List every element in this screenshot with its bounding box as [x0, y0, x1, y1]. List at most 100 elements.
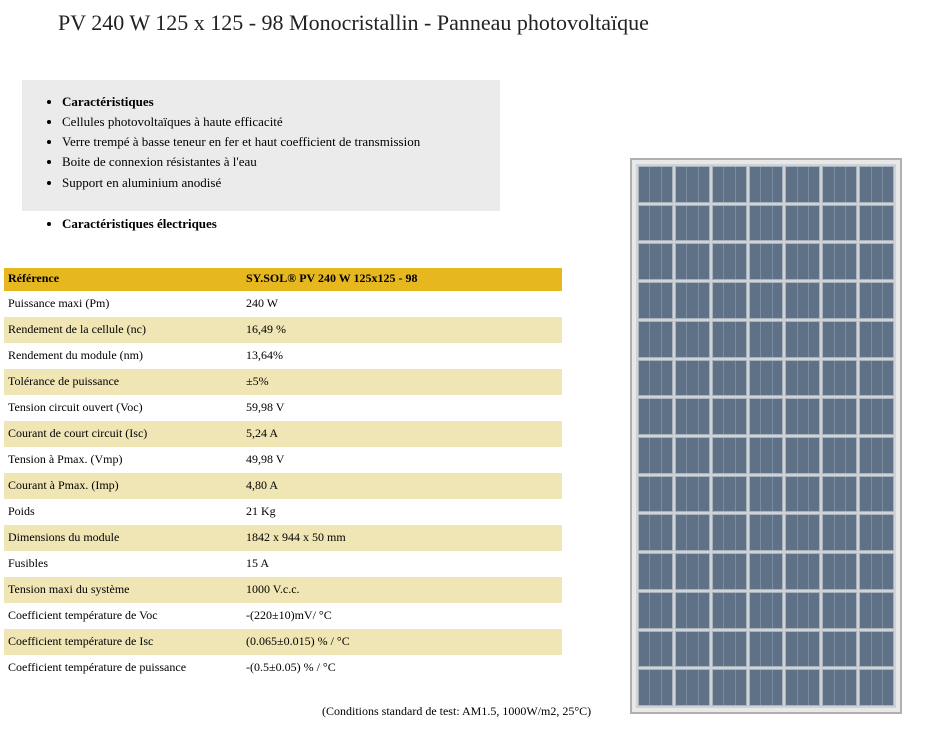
elec-header: Caractéristiques électriques	[62, 216, 500, 232]
spec-value: ±5%	[242, 369, 562, 395]
solar-cell	[859, 360, 894, 397]
solar-cell	[785, 669, 820, 706]
solar-cell	[785, 631, 820, 668]
solar-cell	[675, 243, 710, 280]
solar-cell	[859, 514, 894, 551]
page-title: PV 240 W 125 x 125 - 98 Monocristallin -…	[58, 10, 649, 36]
feature-item: Verre trempé à basse teneur en fer et ha…	[62, 132, 482, 152]
spec-label: Coefficient température de Isc	[4, 629, 242, 655]
table-row: Courant de court circuit (Isc)5,24 A	[4, 421, 562, 447]
solar-cell	[749, 669, 784, 706]
solar-cell	[712, 631, 747, 668]
solar-cell	[859, 669, 894, 706]
solar-cell	[859, 553, 894, 590]
solar-cell	[675, 553, 710, 590]
solar-cell	[638, 669, 673, 706]
solar-cell	[785, 360, 820, 397]
solar-cell	[749, 437, 784, 474]
spec-value: 240 W	[242, 291, 562, 317]
table-row: Courant à Pmax. (Imp)4,80 A	[4, 473, 562, 499]
solar-cell	[749, 243, 784, 280]
solar-cell	[859, 631, 894, 668]
table-row: Coefficient température de Isc(0.065±0.0…	[4, 629, 562, 655]
solar-cell	[675, 631, 710, 668]
feature-item: Boite de connexion résistantes à l'eau	[62, 152, 482, 172]
feature-item: Cellules photovoltaïques à haute efficac…	[62, 112, 482, 132]
spec-value: 13,64%	[242, 343, 562, 369]
spec-label: Rendement de la cellule (nc)	[4, 317, 242, 343]
solar-cell	[785, 398, 820, 435]
solar-cell	[859, 282, 894, 319]
solar-cell	[822, 166, 857, 203]
solar-cell	[638, 631, 673, 668]
solar-cell	[638, 398, 673, 435]
solar-cell	[675, 205, 710, 242]
solar-cell	[785, 476, 820, 513]
solar-cell	[859, 398, 894, 435]
spec-label: Poids	[4, 499, 242, 525]
solar-cell	[712, 243, 747, 280]
solar-cell	[822, 437, 857, 474]
spec-label: Tension à Pmax. (Vmp)	[4, 447, 242, 473]
solar-cell	[749, 553, 784, 590]
solar-cell	[749, 592, 784, 629]
header-value: SY.SOL® PV 240 W 125x125 - 98	[242, 268, 562, 291]
solar-cell	[675, 592, 710, 629]
table-row: Puissance maxi (Pm)240 W	[4, 291, 562, 317]
solar-cell	[822, 398, 857, 435]
solar-cell	[638, 360, 673, 397]
solar-cell	[749, 282, 784, 319]
table-row: Coefficient température de Voc-(220±10)m…	[4, 603, 562, 629]
solar-cell	[785, 205, 820, 242]
solar-cell	[749, 321, 784, 358]
solar-cell	[785, 592, 820, 629]
table-row: Fusibles15 A	[4, 551, 562, 577]
solar-cell	[712, 514, 747, 551]
solar-cell	[712, 282, 747, 319]
solar-cell	[785, 514, 820, 551]
table-row: Rendement de la cellule (nc)16,49 %	[4, 317, 562, 343]
spec-value: 4,80 A	[242, 473, 562, 499]
solar-cell	[822, 360, 857, 397]
solar-cell	[822, 282, 857, 319]
solar-cell	[859, 166, 894, 203]
spec-value: -(220±10)mV/ °C	[242, 603, 562, 629]
spec-value: (0.065±0.015) % / °C	[242, 629, 562, 655]
elec-header-box: Caractéristiques électriques	[22, 216, 500, 232]
solar-cell	[712, 360, 747, 397]
solar-cell	[822, 514, 857, 551]
solar-cell	[785, 321, 820, 358]
solar-cell	[822, 476, 857, 513]
spec-label: Dimensions du module	[4, 525, 242, 551]
solar-cell	[785, 282, 820, 319]
solar-cell	[638, 592, 673, 629]
solar-cell	[749, 514, 784, 551]
solar-cell	[712, 166, 747, 203]
spec-value: 21 Kg	[242, 499, 562, 525]
spec-label: Coefficient température de puissance	[4, 655, 242, 681]
solar-cell	[785, 553, 820, 590]
solar-cell	[859, 476, 894, 513]
solar-cell	[675, 360, 710, 397]
solar-cell	[749, 631, 784, 668]
solar-cell	[675, 398, 710, 435]
spec-value: 5,24 A	[242, 421, 562, 447]
spec-label: Rendement du module (nm)	[4, 343, 242, 369]
solar-cell	[859, 592, 894, 629]
table-row: Poids21 Kg	[4, 499, 562, 525]
solar-cell	[749, 476, 784, 513]
solar-cell	[822, 631, 857, 668]
spec-label: Puissance maxi (Pm)	[4, 291, 242, 317]
spec-value: 15 A	[242, 551, 562, 577]
solar-cell	[675, 282, 710, 319]
table-row: Tolérance de puissance±5%	[4, 369, 562, 395]
solar-cell	[712, 592, 747, 629]
solar-panel-image	[630, 158, 902, 714]
feature-item: Support en aluminium anodisé	[62, 173, 482, 193]
solar-cell	[675, 321, 710, 358]
solar-cell	[859, 205, 894, 242]
solar-cell	[712, 437, 747, 474]
solar-cell	[712, 321, 747, 358]
spec-value: -(0.5±0.05) % / °C	[242, 655, 562, 681]
spec-table: RéférenceSY.SOL® PV 240 W 125x125 - 98Pu…	[4, 268, 562, 681]
